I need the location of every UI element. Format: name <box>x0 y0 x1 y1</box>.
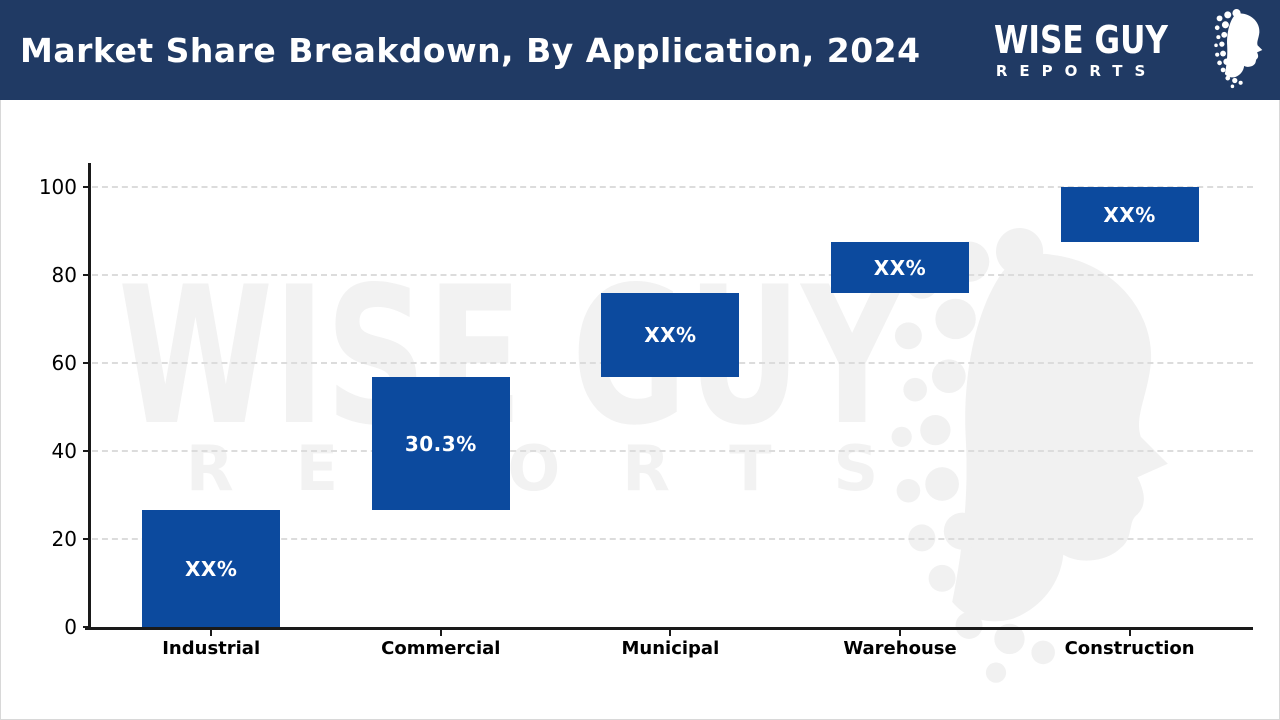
x-axis-label-warehouse: Warehouse <box>843 638 957 659</box>
y-axis-tick-100 <box>83 186 90 188</box>
bar-warehouse: XX% <box>831 242 969 294</box>
header-bar: Market Share Breakdown, By Application, … <box>0 0 1280 100</box>
y-axis-line <box>88 163 91 630</box>
y-axis-label-40: 40 <box>51 439 77 463</box>
logo-subtitle: REPORTS <box>995 61 1158 80</box>
x-axis-label-municipal: Municipal <box>621 638 720 659</box>
x-axis-label-construction: Construction <box>1064 638 1195 659</box>
y-axis-tick-40 <box>83 450 90 452</box>
y-axis-label-0: 0 <box>64 615 77 639</box>
x-axis-label-commercial: Commercial <box>381 638 501 659</box>
x-axis-label-industrial: Industrial <box>162 638 261 659</box>
bar-value-label-warehouse: XX% <box>873 255 927 280</box>
y-axis-label-100: 100 <box>38 175 77 199</box>
page-title: Market Share Breakdown, By Application, … <box>20 30 921 70</box>
x-axis-tick-municipal <box>669 630 672 636</box>
bar-value-label-municipal: XX% <box>644 323 697 348</box>
y-axis-label-60: 60 <box>51 351 77 375</box>
x-axis-tick-construction <box>1128 630 1131 636</box>
y-axis-tick-20 <box>83 538 90 540</box>
gridline-20 <box>92 538 1253 540</box>
gridline-40 <box>92 450 1253 452</box>
x-axis-tick-warehouse <box>899 630 901 636</box>
x-axis-line <box>85 627 1253 630</box>
x-axis-tick-industrial <box>210 630 213 636</box>
gridline-100 <box>92 186 1253 188</box>
bar-value-label-commercial: 30.3% <box>404 431 477 456</box>
y-axis-label-20: 20 <box>51 527 77 551</box>
wise-guy-logo-text: WISE GUY REPORTS <box>994 21 1206 80</box>
bar-value-label-industrial: XX% <box>184 556 238 581</box>
wise-guy-logo: WISE GUY REPORTS <box>994 9 1280 91</box>
logo-wordmark: WISE GUY <box>993 17 1168 62</box>
x-axis-tick-commercial <box>439 630 442 636</box>
y-axis-tick-60 <box>83 362 90 364</box>
gridline-80 <box>92 274 1253 276</box>
y-axis-label-80: 80 <box>51 263 77 287</box>
bar-industrial: XX% <box>142 510 281 627</box>
bar-construction: XX% <box>1060 187 1199 243</box>
wise-guy-face-icon <box>1214 9 1263 89</box>
bar-municipal: XX% <box>601 293 740 378</box>
bar-commercial: 30.3% <box>371 377 510 511</box>
bar-value-label-construction: XX% <box>1103 202 1156 227</box>
y-axis-tick-80 <box>83 274 90 276</box>
